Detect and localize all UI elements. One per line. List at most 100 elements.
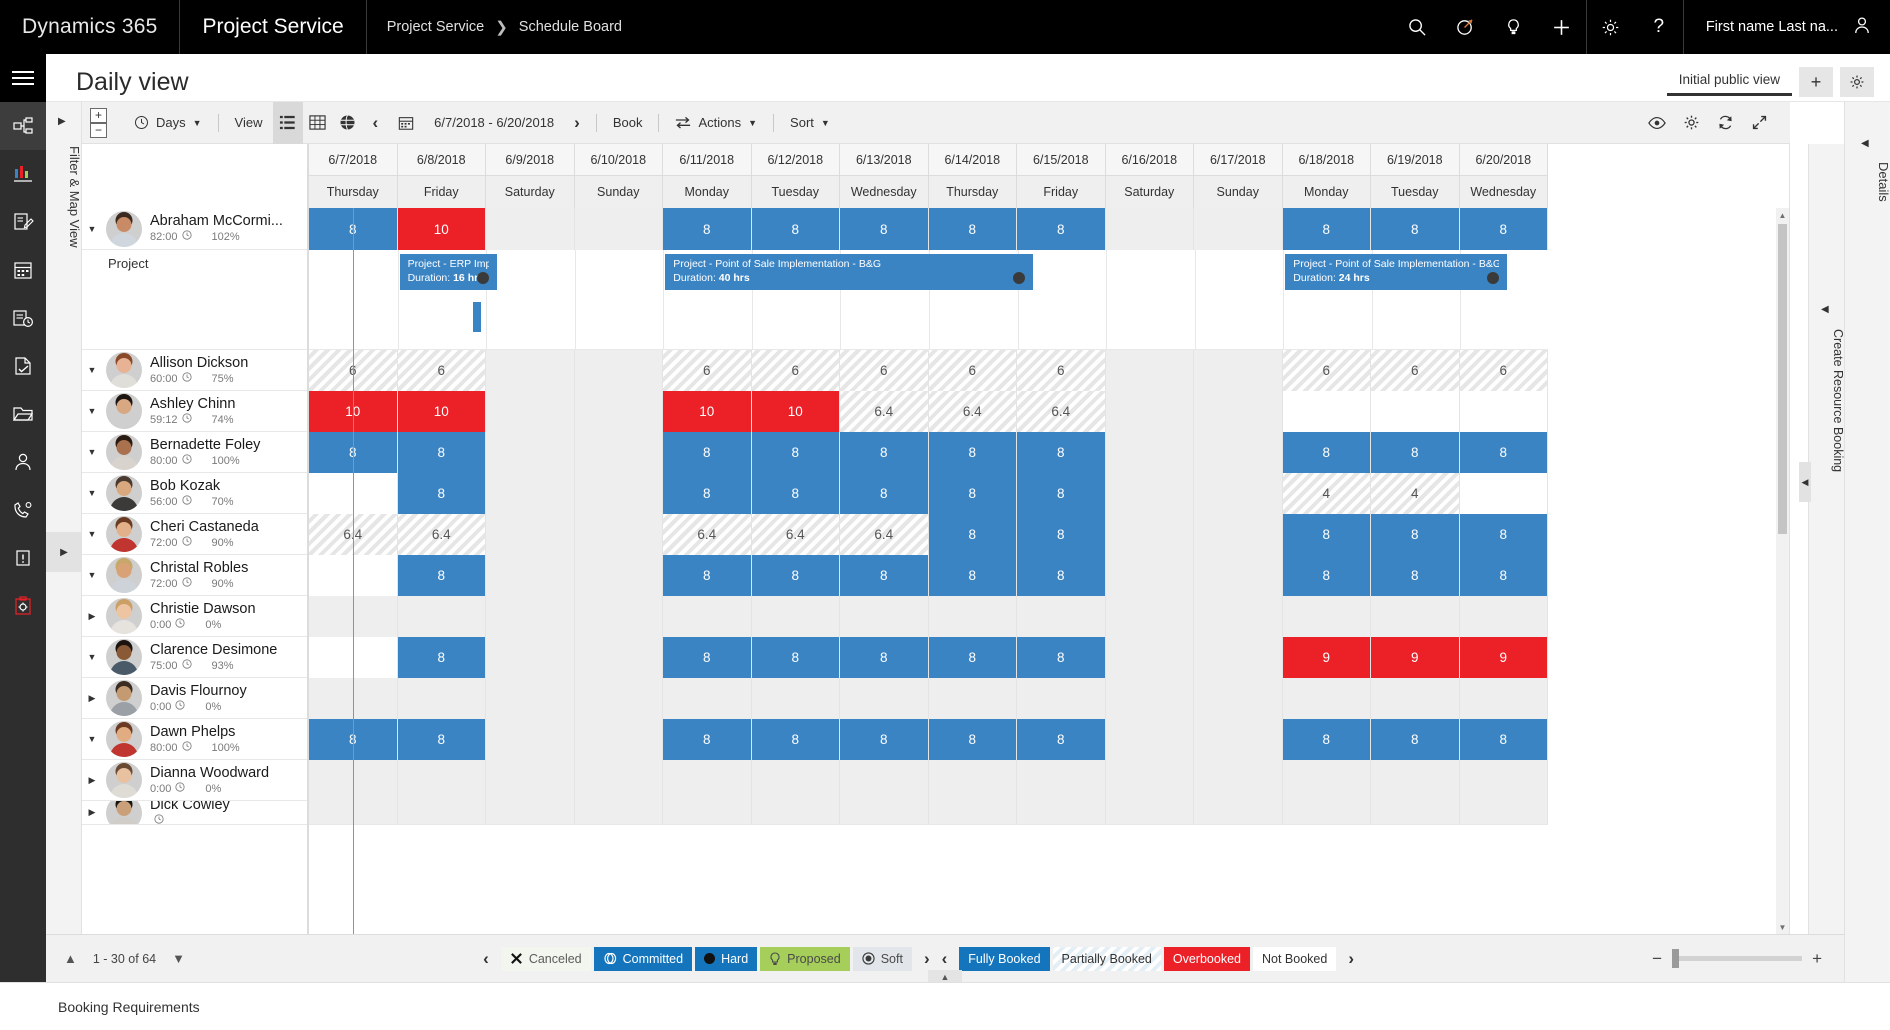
- expand-collapse-icon[interactable]: ▶: [88, 774, 96, 785]
- grid-cell[interactable]: [574, 391, 663, 432]
- grid-cell[interactable]: [840, 678, 929, 719]
- resource-row[interactable]: ▼ Allison Dickson 60:00 75%: [82, 350, 307, 391]
- scrollbar-thumb[interactable]: [1778, 224, 1787, 534]
- grid-cell[interactable]: [1105, 350, 1194, 391]
- menu-icon[interactable]: [0, 54, 46, 102]
- grid-cell[interactable]: [574, 473, 663, 514]
- grid-cell[interactable]: 6.4: [663, 514, 752, 555]
- search-icon[interactable]: [1394, 0, 1442, 54]
- grid-cell[interactable]: 9: [1371, 637, 1460, 678]
- grid-cell[interactable]: [486, 596, 575, 637]
- legend-item-fully-booked[interactable]: Fully Booked: [959, 946, 1050, 971]
- grid-cell[interactable]: 8: [1017, 555, 1106, 596]
- calendar-picker-icon[interactable]: [388, 102, 424, 144]
- grid-cell[interactable]: [1194, 801, 1283, 824]
- grid-cell[interactable]: 8: [928, 637, 1017, 678]
- resource-row[interactable]: ▼ Abraham McCormi... 82:00 102%: [82, 208, 307, 250]
- grid-cell[interactable]: 6: [663, 350, 752, 391]
- grid-cell[interactable]: 8: [397, 555, 486, 596]
- grid-cell[interactable]: 4: [1282, 473, 1371, 514]
- legend-status-next[interactable]: ›: [923, 948, 930, 968]
- grid-cell[interactable]: 8: [1282, 719, 1371, 760]
- grid-cell[interactable]: 8: [928, 514, 1017, 555]
- filter-panel-toggle[interactable]: ▶: [46, 532, 82, 572]
- grid-cell[interactable]: [486, 432, 575, 473]
- zoom-out-icon[interactable]: −: [1652, 948, 1663, 968]
- grid-cell[interactable]: 8: [928, 555, 1017, 596]
- sort-dropdown[interactable]: Sort ▼: [780, 102, 840, 144]
- grid-cell[interactable]: [1194, 432, 1283, 473]
- grid-cell[interactable]: [486, 208, 575, 250]
- grid-cell[interactable]: 8: [1371, 208, 1460, 250]
- grid-cell[interactable]: 6: [397, 350, 486, 391]
- expand-collapse-icon[interactable]: ▼: [87, 406, 97, 416]
- grid-cell[interactable]: [1371, 801, 1460, 824]
- grid-cell[interactable]: 8: [1459, 514, 1548, 555]
- grid-cell[interactable]: 6.4: [751, 514, 840, 555]
- actions-dropdown[interactable]: Actions ▼: [665, 102, 767, 144]
- create-resource-booking-panel[interactable]: ◀ Create Resource Booking ◀: [1799, 144, 1845, 934]
- grid-cell[interactable]: [574, 350, 663, 391]
- resource-row[interactable]: ▶ Dianna Woodward 0:00 0%: [82, 760, 307, 801]
- grid-cell[interactable]: [663, 596, 752, 637]
- grid-cell[interactable]: 8: [1017, 719, 1106, 760]
- grid-cell[interactable]: 8: [663, 432, 752, 473]
- grid-cell[interactable]: [928, 678, 1017, 719]
- view-map-icon[interactable]: [333, 102, 363, 144]
- booking-bar[interactable]: Project - ERP Implementation Duration: 16…: [399, 254, 498, 290]
- grid-cell[interactable]: [1282, 391, 1371, 432]
- grid-cell[interactable]: [840, 760, 929, 801]
- zoom-slider-knob[interactable]: [1672, 949, 1680, 968]
- legend-item-committed[interactable]: Committed: [593, 946, 693, 971]
- expand-icon[interactable]: [1742, 102, 1776, 144]
- expand-collapse-icon[interactable]: ▼: [87, 223, 97, 234]
- grid-cell[interactable]: 10: [397, 208, 486, 250]
- grid-cell[interactable]: [1105, 555, 1194, 596]
- grid-cell[interactable]: 8: [751, 719, 840, 760]
- expand-collapse-icon[interactable]: ▼: [87, 734, 97, 744]
- grid-cell[interactable]: 8: [397, 637, 486, 678]
- grid-cell[interactable]: [1194, 514, 1283, 555]
- grid-cell[interactable]: 8: [1017, 514, 1106, 555]
- phone-settings-icon[interactable]: [0, 486, 46, 534]
- resource-row[interactable]: ▼ Bernadette Foley 80:00 100%: [82, 432, 307, 473]
- grid-cell[interactable]: 8: [928, 719, 1017, 760]
- grid-cell[interactable]: 8: [663, 473, 752, 514]
- grid-cell[interactable]: [1371, 678, 1460, 719]
- grid-cell[interactable]: [1194, 473, 1283, 514]
- grid-cell[interactable]: 8: [1017, 208, 1106, 250]
- next-date-button[interactable]: ›: [574, 112, 580, 132]
- legend-item-proposed[interactable]: Proposed: [760, 946, 850, 971]
- grid-cell[interactable]: 4: [1371, 473, 1460, 514]
- view-grid-icon[interactable]: [303, 102, 333, 144]
- grid-cell[interactable]: 8: [840, 208, 929, 250]
- grid-cell[interactable]: [1459, 473, 1548, 514]
- grid-cell[interactable]: 8: [751, 555, 840, 596]
- contact-icon[interactable]: [0, 438, 46, 486]
- brand-dynamics365[interactable]: Dynamics 365: [0, 0, 181, 54]
- calendar-icon[interactable]: [0, 246, 46, 294]
- grid-cell[interactable]: 8: [1371, 514, 1460, 555]
- grid-cell[interactable]: 6.4: [397, 514, 486, 555]
- grid-cell[interactable]: 8: [663, 637, 752, 678]
- grid-cell[interactable]: 9: [1282, 637, 1371, 678]
- legend-item-canceled[interactable]: Canceled: [500, 946, 591, 971]
- grid-cell[interactable]: [1105, 760, 1194, 801]
- grid-cell[interactable]: 10: [751, 391, 840, 432]
- grid-cell[interactable]: [1194, 637, 1283, 678]
- grid-cell[interactable]: [1194, 596, 1283, 637]
- grid-cell[interactable]: [486, 637, 575, 678]
- legend-booking-next[interactable]: ›: [1348, 948, 1354, 968]
- legend-item-hard[interactable]: Hard: [695, 946, 758, 971]
- grid-cell[interactable]: 8: [928, 432, 1017, 473]
- grid-cell[interactable]: [1017, 678, 1106, 719]
- collapse-details-arrow-icon[interactable]: ◀: [1861, 138, 1869, 149]
- legend-item-partially-booked[interactable]: Partially Booked: [1052, 946, 1161, 971]
- grid-cell[interactable]: 8: [1371, 555, 1460, 596]
- grid-cell[interactable]: 8: [751, 473, 840, 514]
- expand-collapse-icon[interactable]: ▼: [87, 488, 97, 498]
- grid-cell[interactable]: [1017, 801, 1106, 824]
- grid-cell[interactable]: [1459, 678, 1548, 719]
- expand-collapse-icon[interactable]: ▼: [87, 365, 97, 375]
- grid-cell[interactable]: 10: [663, 391, 752, 432]
